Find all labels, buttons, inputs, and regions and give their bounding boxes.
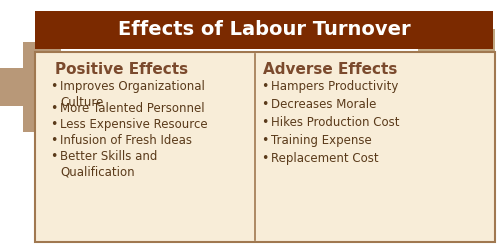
Bar (23, 42, 61, 132)
Bar (418, 29, 495, 61)
Text: Training Expense: Training Expense (271, 134, 372, 147)
Text: Effects of Labour Turnover: Effects of Labour Turnover (118, 21, 410, 40)
Text: Positive Effects: Positive Effects (55, 62, 188, 77)
Text: Hampers Productivity: Hampers Productivity (271, 80, 398, 93)
Text: •: • (261, 152, 268, 165)
Text: •: • (50, 150, 58, 163)
Text: Replacement Cost: Replacement Cost (271, 152, 378, 165)
Text: •: • (50, 80, 58, 93)
Text: •: • (261, 80, 268, 93)
Bar (35, 52, 495, 242)
Text: Decreases Morale: Decreases Morale (271, 98, 376, 111)
Bar (0, 68, 87, 106)
Text: •: • (50, 134, 58, 147)
Text: •: • (261, 134, 268, 147)
Text: •: • (50, 118, 58, 131)
Text: Better Skills and
Qualification: Better Skills and Qualification (60, 150, 158, 179)
Text: More Talented Personnel: More Talented Personnel (60, 102, 204, 115)
Text: •: • (50, 102, 58, 115)
Text: •: • (261, 116, 268, 129)
Bar (35, 11, 493, 49)
Text: •: • (261, 98, 268, 111)
Text: Hikes Production Cost: Hikes Production Cost (271, 116, 400, 129)
Text: Improves Organizational
Culture: Improves Organizational Culture (60, 80, 205, 108)
Text: Infusion of Fresh Ideas: Infusion of Fresh Ideas (60, 134, 192, 147)
Text: Less Expensive Resource: Less Expensive Resource (60, 118, 208, 131)
Text: Adverse Effects: Adverse Effects (263, 62, 398, 77)
